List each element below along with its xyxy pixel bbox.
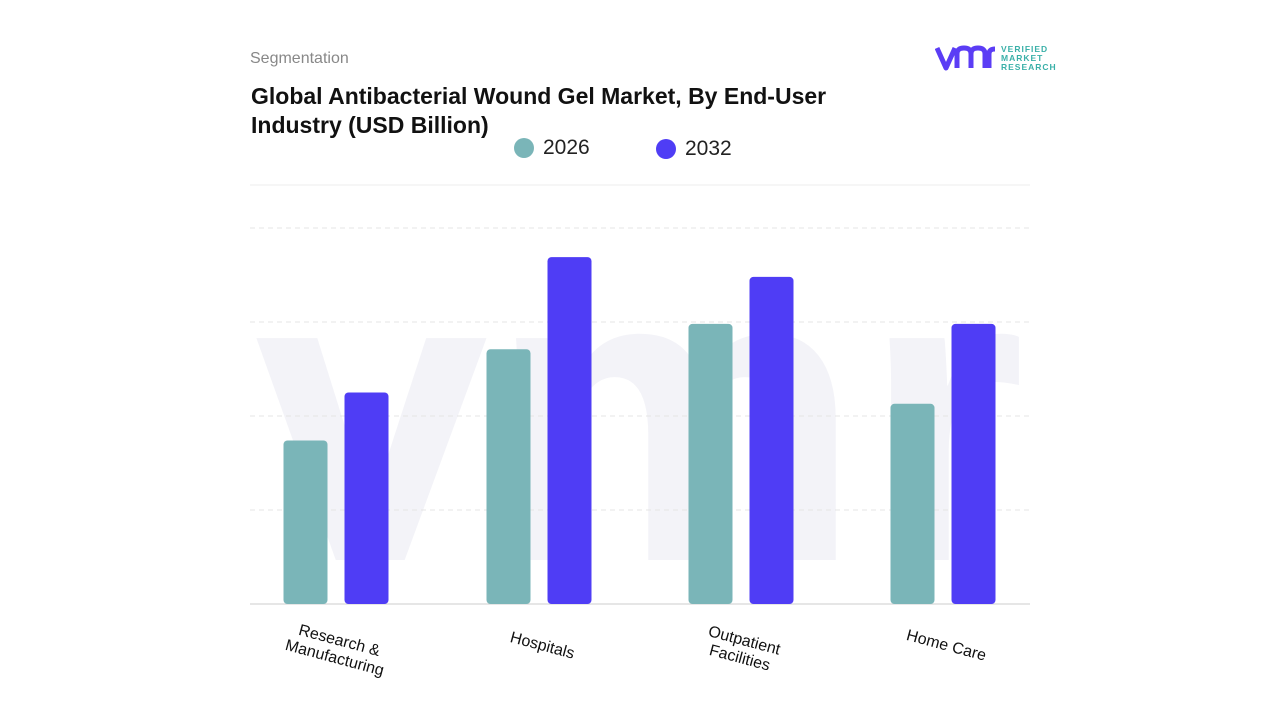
legend-swatch-2032	[656, 139, 676, 159]
vmr-logo-mark	[935, 45, 996, 71]
chart-title: Global Antibacterial Wound Gel Market, B…	[251, 83, 827, 138]
bar-2032-0	[344, 392, 389, 604]
bar-2026-3	[890, 403, 935, 604]
legend-label-2026: 2026	[543, 136, 590, 159]
logo-line-2: MARKET	[1001, 52, 1044, 63]
logo-line-1: VERIFIED	[1001, 43, 1049, 54]
bar-2026-2	[688, 323, 733, 604]
segment-label: Segmentation	[250, 50, 349, 67]
legend-item-2026: 2026	[514, 136, 590, 160]
legend-swatch-2026	[514, 138, 534, 158]
bar-2026-0	[283, 440, 328, 604]
bar-2026-1	[486, 349, 531, 604]
vmr-logo: VERIFIED MARKET RESEARCH	[935, 44, 1057, 72]
bar-2032-2	[749, 276, 794, 604]
legend-label-2032: 2032	[685, 137, 732, 160]
logo-line-3: RESEARCH	[1001, 61, 1057, 72]
legend-item-2032: 2032	[656, 137, 732, 161]
bar-2032-3	[951, 323, 996, 604]
bar-2032-1	[547, 257, 592, 604]
